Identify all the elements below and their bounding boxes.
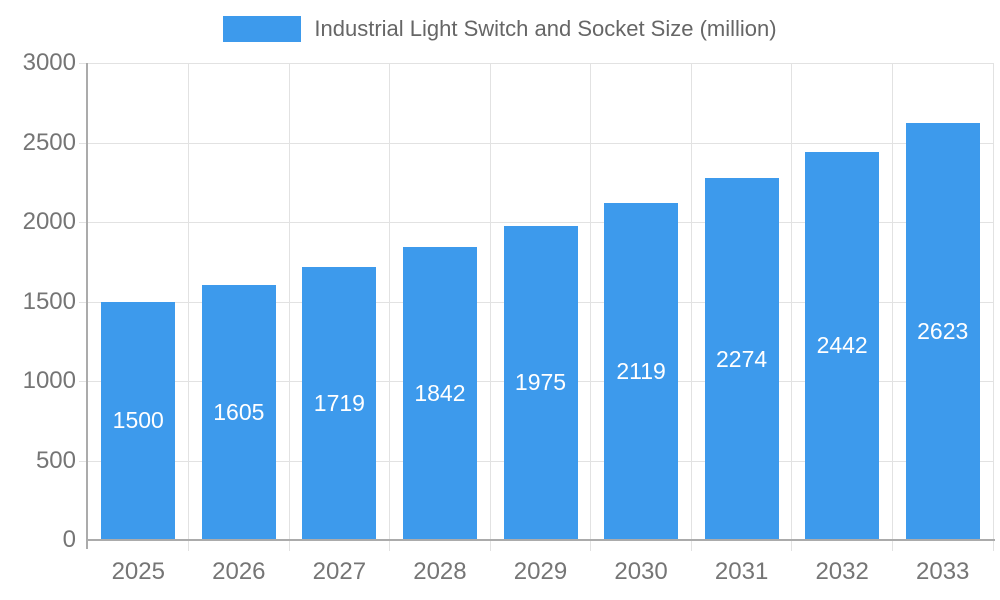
y-tick-label-2000: 2000: [22, 208, 76, 235]
x-tick-label-2028: 2028: [413, 558, 467, 585]
y-tick-label-0: 0: [62, 526, 76, 553]
v-gridline-2: [288, 63, 290, 551]
x-axis-line: [86, 539, 995, 541]
x-tick-label-2027: 2027: [312, 558, 367, 585]
v-gridline-6: [690, 63, 692, 551]
bar-2033[interactable]: 2623: [905, 122, 980, 540]
x-tick-label-2025: 2025: [111, 558, 165, 585]
y-tick-label-1500: 1500: [22, 287, 76, 315]
bar-2032[interactable]: 2442: [805, 151, 880, 540]
y-tick-label-3000: 3000: [22, 49, 76, 76]
legend-swatch-icon: [223, 16, 302, 42]
bar-value-label-2033: 2623: [917, 317, 969, 344]
bar-value-label-2030: 2119: [616, 358, 666, 385]
legend[interactable]: Industrial Light Switch and Socket Size …: [0, 16, 1000, 42]
y-axis-line: [86, 63, 88, 549]
bar-2029[interactable]: 1975: [503, 225, 578, 540]
y-tick-label-500: 500: [35, 446, 76, 474]
legend-label: Industrial Light Switch and Socket Size …: [314, 16, 777, 41]
x-tick-label-2030: 2030: [614, 558, 668, 585]
v-gridline-9: [992, 63, 994, 551]
bar-2026[interactable]: 1605: [201, 284, 276, 540]
x-tick-label-2032: 2032: [815, 558, 869, 585]
h-gridline-3000: [79, 63, 993, 64]
x-tick-label-2026: 2026: [212, 558, 266, 585]
bar-value-label-2028: 1842: [414, 380, 466, 407]
v-gridline-7: [791, 63, 793, 551]
bar-2028[interactable]: 1842: [402, 247, 477, 540]
v-gridline-4: [489, 63, 491, 551]
x-tick-label-2029: 2029: [513, 558, 568, 585]
bar-value-label-2025: 1500: [112, 407, 164, 434]
v-gridline-1: [188, 63, 190, 551]
bar-value-label-2026: 1605: [213, 398, 265, 425]
bar-value-label-2032: 2442: [816, 332, 868, 359]
y-tick-label-1000: 1000: [22, 367, 76, 394]
bar-2031[interactable]: 2274: [704, 178, 779, 540]
x-tick-label-2033: 2033: [916, 558, 970, 585]
plot-area: 1500 1605 1719 1842 1975 2119 2274 2442 2623: [79, 63, 994, 551]
y-tick-label-2500: 2500: [22, 128, 76, 156]
h-gridline-2500: [79, 142, 993, 144]
bar-2030[interactable]: 2119: [604, 203, 679, 540]
v-gridline-8: [891, 63, 893, 551]
h-gridline-2000: [79, 222, 993, 223]
v-gridline-5: [590, 63, 592, 551]
bar-value-label-2029: 1975: [514, 369, 567, 396]
bar-value-label-2031: 2274: [716, 345, 768, 372]
bar-value-label-2027: 1719: [313, 389, 365, 416]
v-gridline-3: [389, 63, 391, 551]
bar-2027[interactable]: 1719: [302, 266, 377, 540]
bar-2025[interactable]: 1500: [101, 301, 176, 540]
x-tick-label-2031: 2031: [714, 558, 769, 585]
